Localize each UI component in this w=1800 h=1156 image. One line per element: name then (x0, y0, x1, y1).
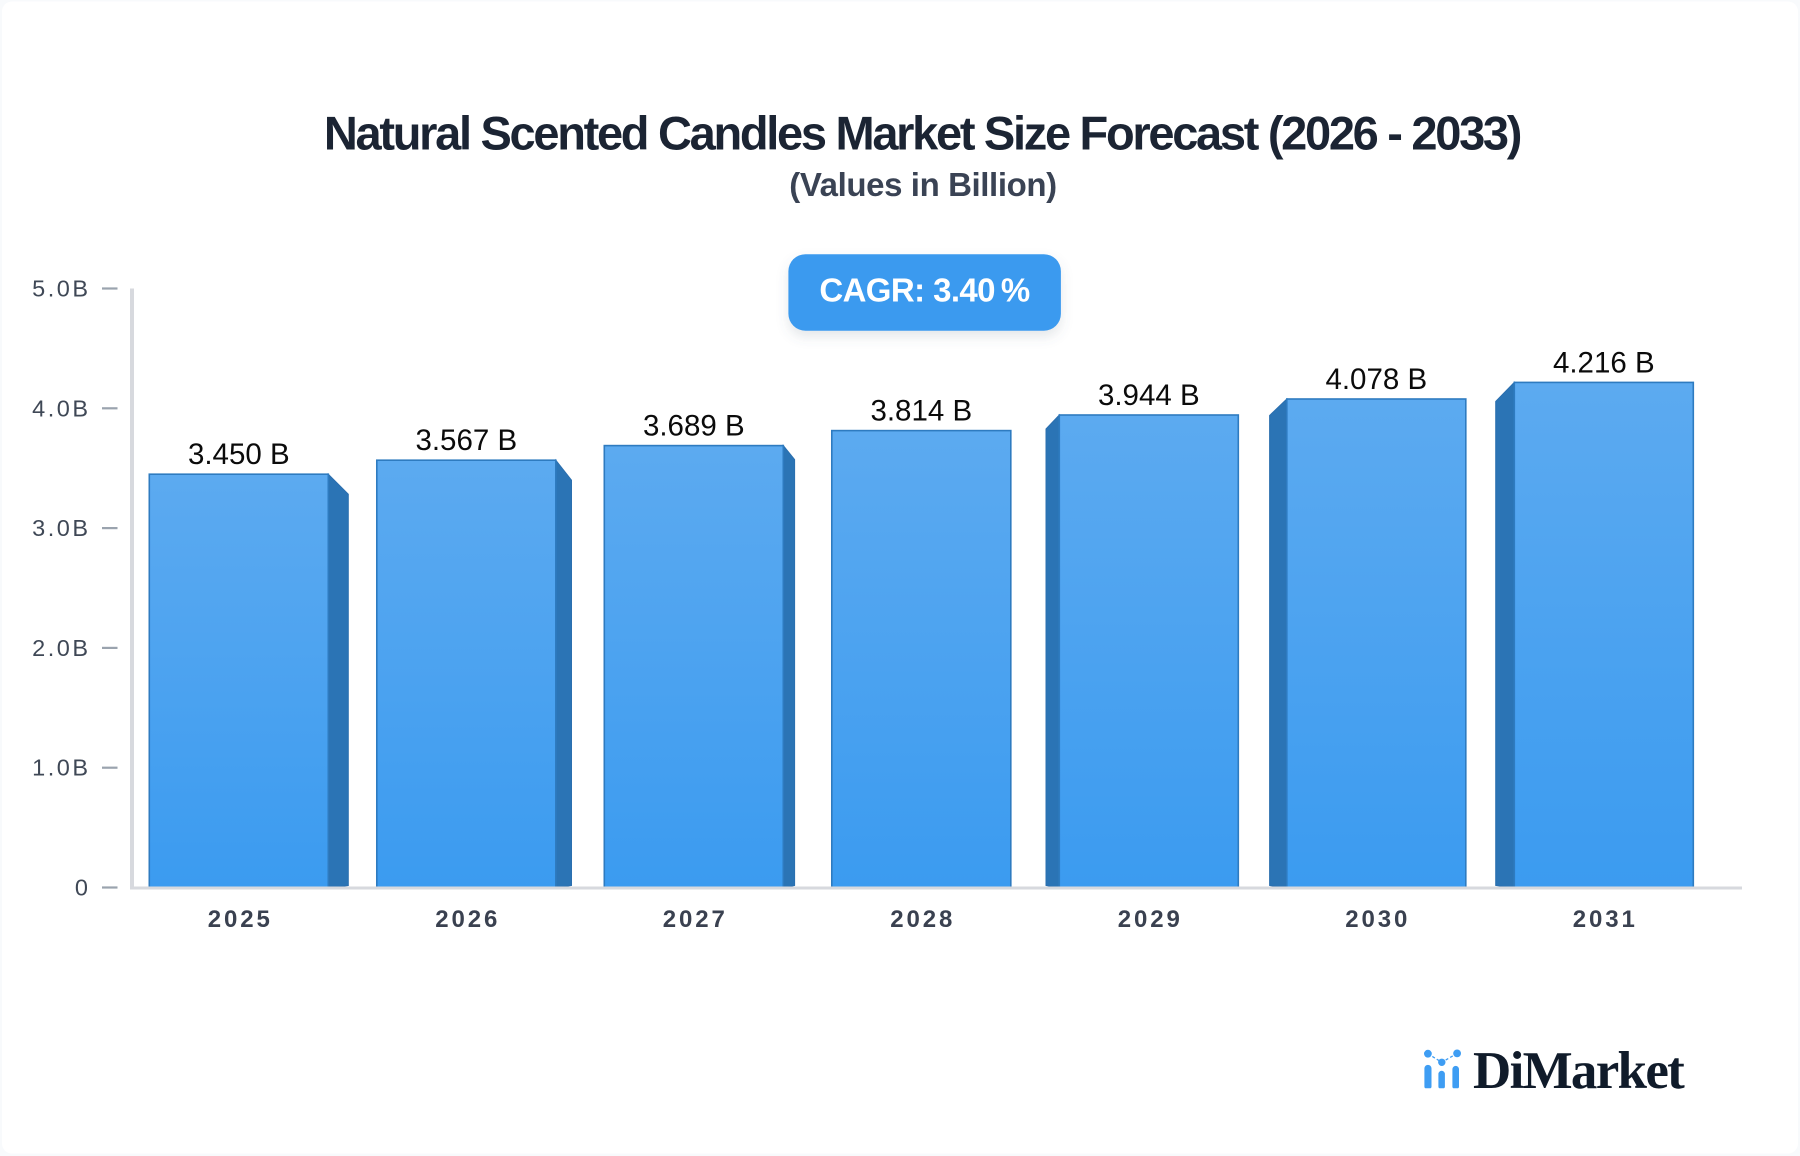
svg-text:CAGR: 3.40 %: CAGR: 3.40 % (819, 272, 1030, 309)
svg-text:DiMarket: DiMarket (1473, 1042, 1685, 1100)
svg-text:4.078 B: 4.078 B (1325, 363, 1427, 396)
svg-text:3.689 B: 3.689 B (643, 410, 745, 443)
svg-text:2.0B: 2.0B (32, 635, 90, 661)
svg-text:2026: 2026 (435, 906, 500, 933)
svg-text:3.0B: 3.0B (32, 515, 90, 541)
svg-text:4.0B: 4.0B (32, 395, 90, 421)
svg-text:3.567 B: 3.567 B (415, 424, 517, 457)
svg-text:2025: 2025 (208, 906, 273, 933)
svg-text:(Values in Billion): (Values in Billion) (789, 166, 1056, 203)
svg-text:3.944 B: 3.944 B (1098, 379, 1200, 412)
svg-text:2029: 2029 (1118, 906, 1183, 933)
svg-text:2030: 2030 (1345, 906, 1410, 933)
svg-text:2031: 2031 (1573, 906, 1638, 933)
svg-text:Natural Scented Candles Market: Natural Scented Candles Market Size Fore… (324, 107, 1521, 160)
svg-text:2027: 2027 (663, 906, 728, 933)
svg-text:5.0B: 5.0B (32, 276, 90, 302)
svg-text:3.814 B: 3.814 B (870, 395, 972, 428)
svg-text:0: 0 (75, 875, 91, 901)
svg-text:1.0B: 1.0B (32, 755, 90, 781)
svg-text:4.216 B: 4.216 B (1553, 346, 1655, 379)
svg-text:2028: 2028 (890, 906, 955, 933)
svg-text:3.450 B: 3.450 B (188, 438, 290, 471)
